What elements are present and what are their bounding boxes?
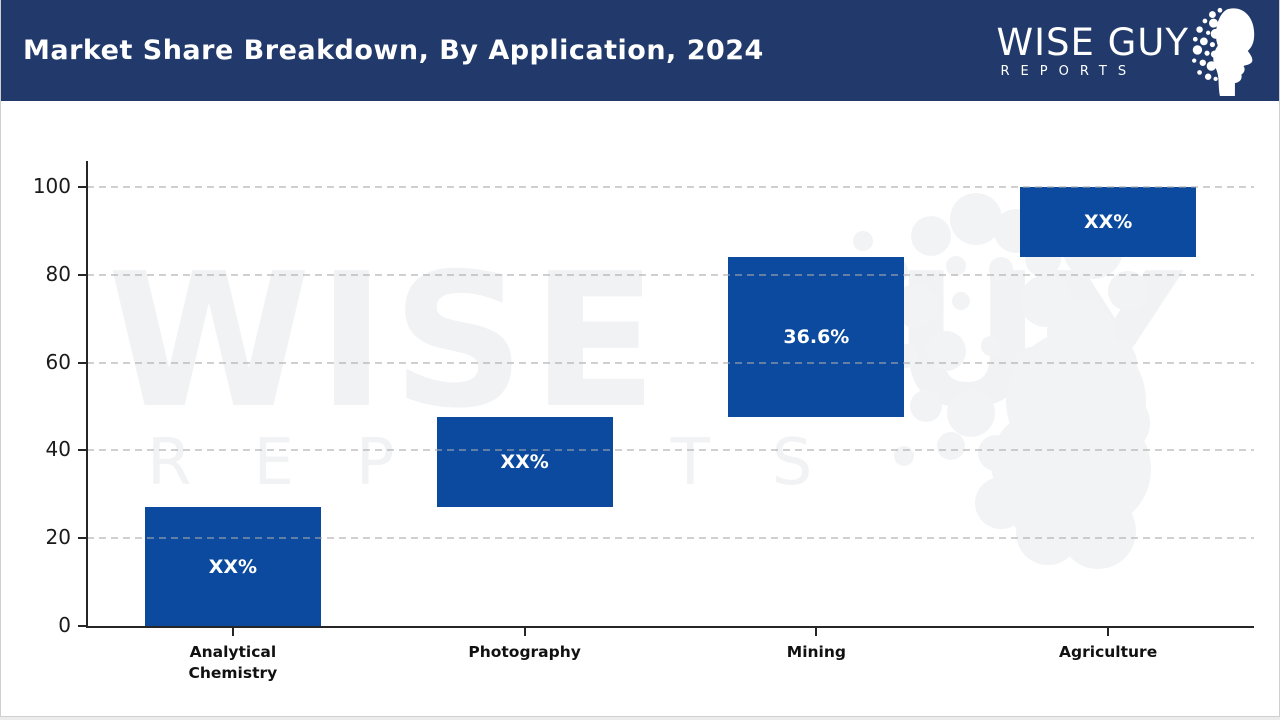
watermark-dot bbox=[926, 331, 966, 371]
bar-value-label: XX% bbox=[500, 451, 549, 474]
watermark-dot bbox=[1108, 271, 1148, 311]
logo-wordmark: WISE GUY bbox=[996, 20, 1189, 64]
y-axis-line bbox=[86, 161, 88, 628]
x-tick-mark bbox=[1107, 628, 1110, 636]
chart-bar-photography bbox=[436, 417, 613, 508]
watermark-dot bbox=[1007, 455, 1099, 547]
y-tick-label: 80 bbox=[45, 261, 71, 286]
logo-subtext: REPORTS bbox=[1000, 64, 1138, 80]
y-tick-mark bbox=[78, 625, 86, 627]
x-tick-mark bbox=[815, 628, 818, 636]
chart-bar-mining bbox=[728, 256, 905, 418]
watermark-dot bbox=[946, 256, 966, 276]
chart-area: WISE GUY REPORTS XX%XX%36.6%XX%020406080… bbox=[1, 101, 1279, 716]
watermark-dot bbox=[947, 389, 995, 437]
header-banner: Market Share Breakdown, By Application, … bbox=[1, 0, 1279, 101]
watermark-dot bbox=[981, 336, 1001, 356]
bar-value-label: XX% bbox=[1083, 210, 1133, 233]
gridline-60 bbox=[87, 361, 1254, 364]
y-tick-label: 0 bbox=[58, 613, 71, 637]
bar-value-label: XX% bbox=[208, 555, 258, 578]
y-tick-mark bbox=[78, 273, 86, 276]
x-category-label: Mining bbox=[786, 643, 846, 661]
x-category-label: Photography bbox=[468, 643, 581, 661]
gridline-20 bbox=[87, 537, 1254, 540]
watermark-dot bbox=[910, 390, 942, 422]
gridline-100 bbox=[87, 186, 1254, 188]
watermark-dot bbox=[853, 231, 873, 251]
y-tick-label: 60 bbox=[45, 349, 71, 374]
gridline-40 bbox=[87, 449, 1254, 452]
bar-value-label: 36.6% bbox=[783, 326, 850, 349]
y-tick-label: 100 bbox=[32, 174, 71, 198]
watermark-dot bbox=[952, 292, 970, 310]
y-tick-mark bbox=[78, 361, 86, 364]
watermark-dot bbox=[911, 216, 951, 256]
x-tick-mark bbox=[231, 628, 234, 636]
chart-bar-agriculture bbox=[1020, 187, 1197, 257]
y-tick-mark bbox=[78, 186, 86, 188]
watermark-dot bbox=[950, 193, 1002, 245]
watermark-dot bbox=[937, 432, 965, 460]
x-category-label: Analytical Chemistry bbox=[188, 643, 278, 682]
wiseguy-logo-text: WISE GUY REPORTS bbox=[996, 20, 1189, 80]
y-tick-mark bbox=[78, 449, 86, 452]
x-axis-line bbox=[86, 626, 1254, 628]
y-tick-label: 20 bbox=[45, 525, 71, 550]
y-tick-label: 40 bbox=[45, 437, 71, 462]
y-tick-mark bbox=[78, 537, 86, 540]
gridline-80 bbox=[87, 273, 1254, 276]
wiseguy-logo: WISE GUY REPORTS bbox=[997, 6, 1269, 96]
plot-region: XX% XX% 36.6% XX% 0 20 40 60 80 100 Analytical Che… bbox=[1, 101, 1279, 716]
chart-bar-analytical-chemistry bbox=[144, 507, 321, 626]
x-tick-mark bbox=[523, 628, 526, 636]
x-category-label: Agriculture bbox=[1059, 643, 1158, 661]
wiseguy-face-icon bbox=[1192, 7, 1255, 96]
chart-title: Market Share Breakdown, By Application, … bbox=[23, 35, 764, 66]
watermark-dot bbox=[989, 257, 1013, 281]
